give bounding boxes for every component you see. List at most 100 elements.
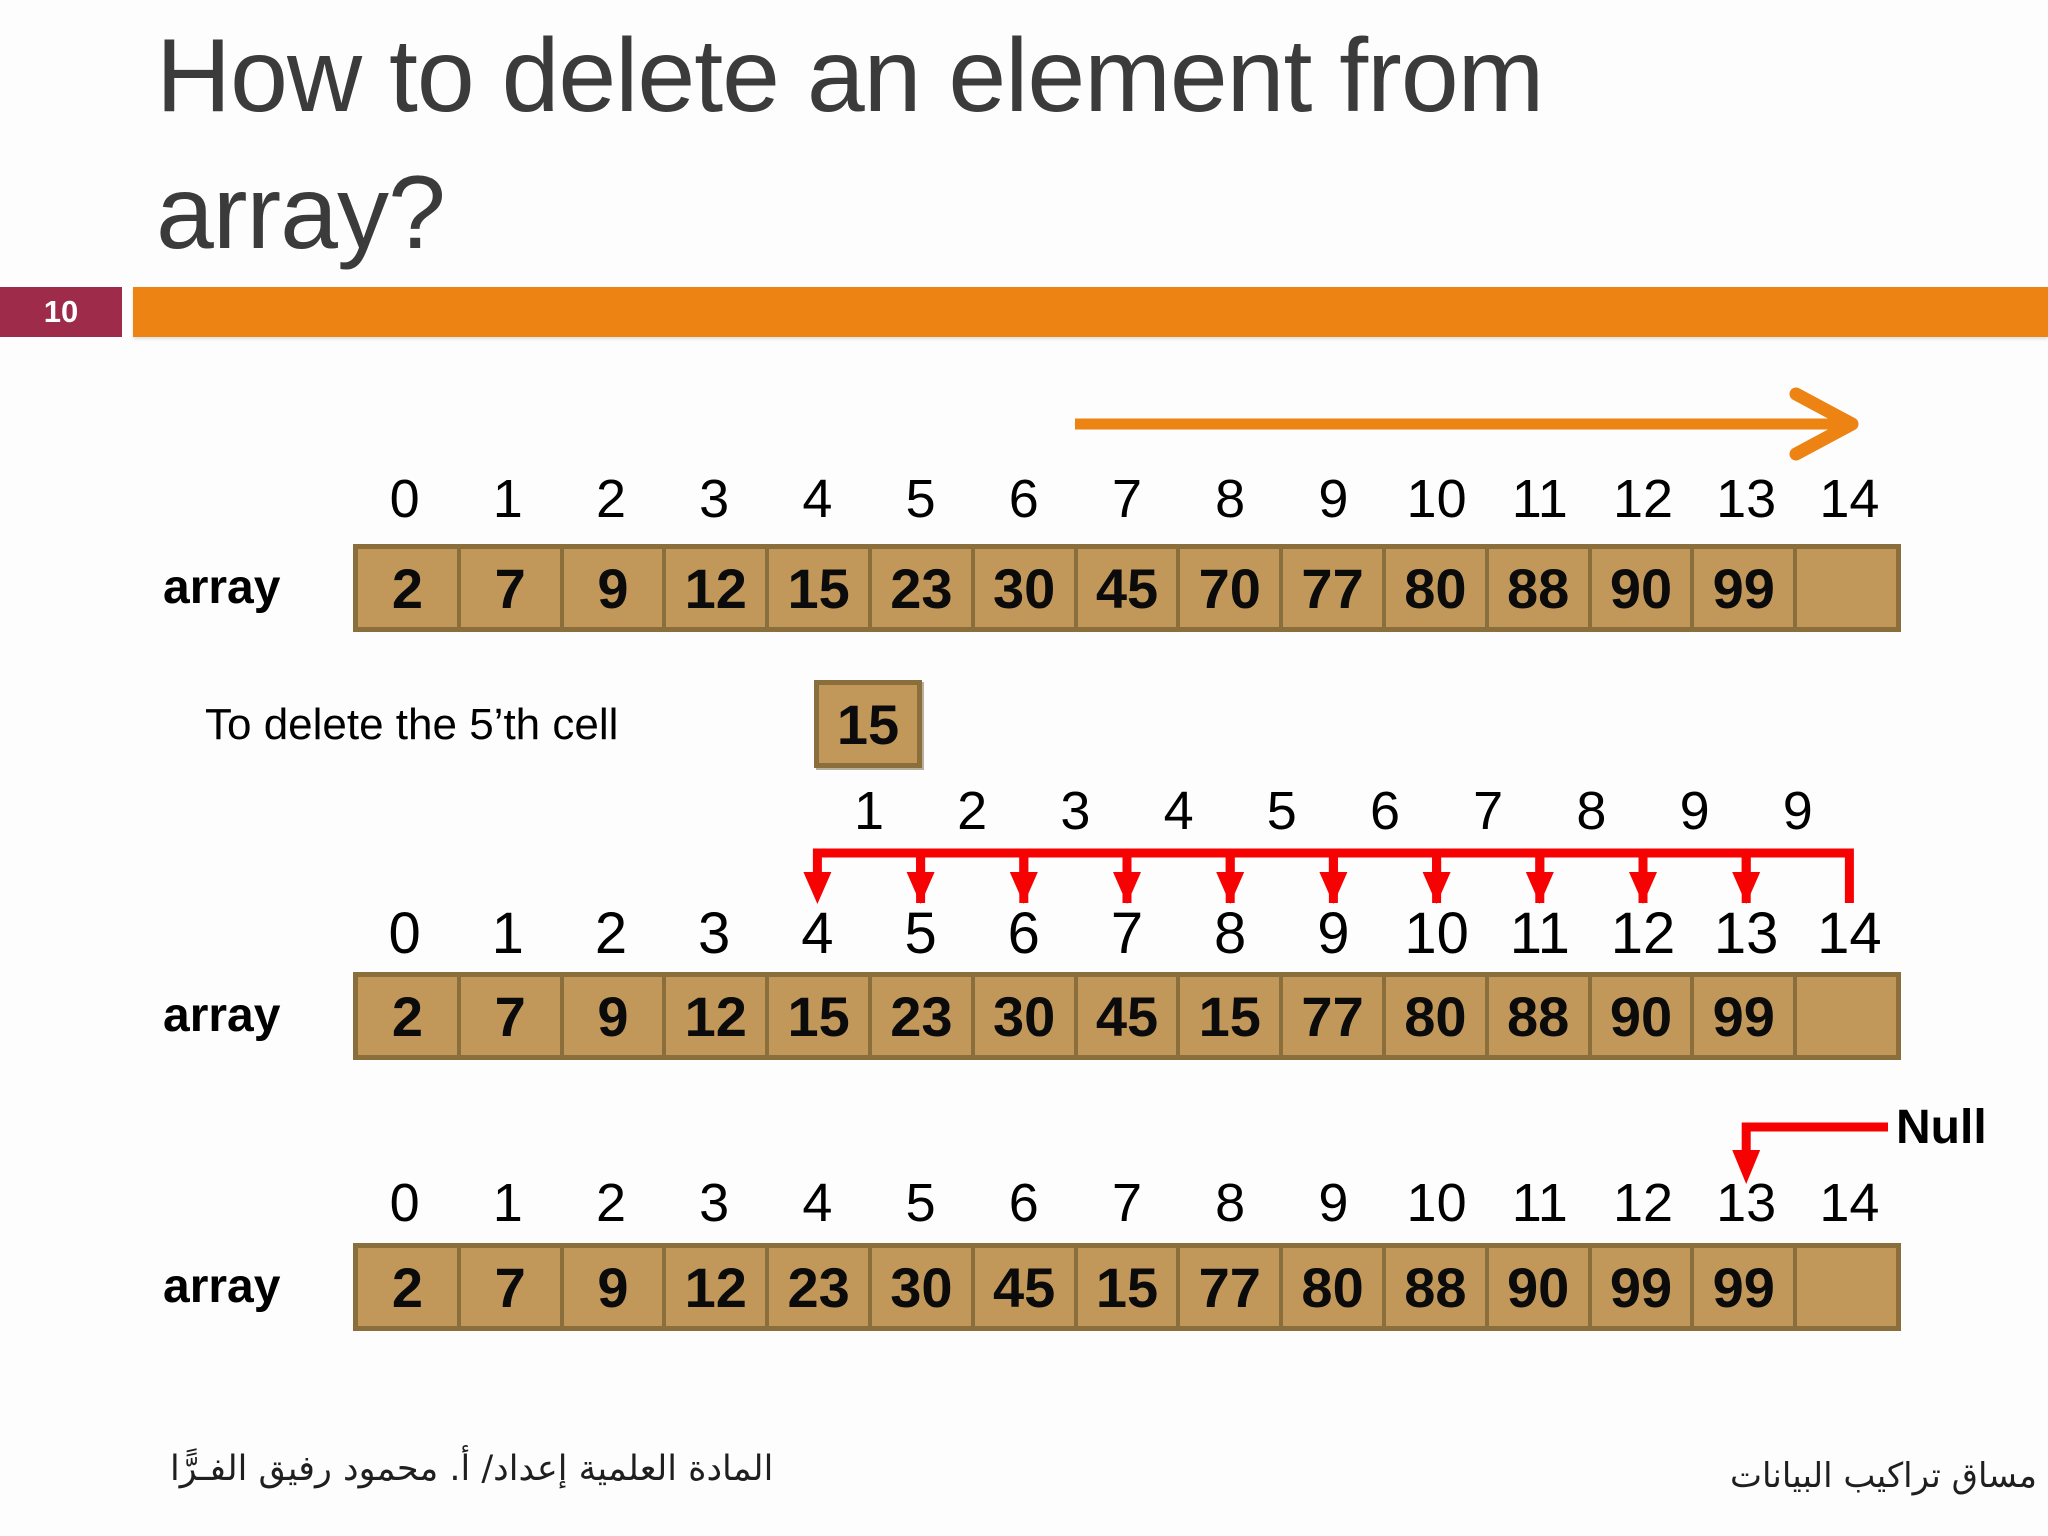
- index-label: 2: [595, 469, 627, 529]
- index-label: 12: [1612, 469, 1674, 529]
- index-label: 8: [1215, 469, 1246, 529]
- index-label: 11: [1511, 1173, 1568, 1233]
- shift-arrow: [1328, 848, 1442, 903]
- index-label: 9: [1318, 469, 1349, 529]
- array-label-1: array: [163, 561, 281, 614]
- shift-step-label: 8: [1576, 781, 1607, 841]
- index-label: 7: [1110, 901, 1144, 966]
- index-label: 8: [1215, 1173, 1246, 1233]
- array-cell: 30: [872, 1248, 975, 1326]
- array-cell: 77: [1180, 1248, 1284, 1326]
- array-cell: 80: [1283, 1248, 1386, 1326]
- index-label: 7: [1111, 1173, 1143, 1233]
- index-row-3: 0 1 2 3 4 5 6 7 8 9 10 11 12 13 14: [0, 1172, 2048, 1236]
- index-label: 10: [1406, 1173, 1467, 1233]
- shift-arrowhead-icon: [1732, 872, 1761, 904]
- index-label: 1: [491, 901, 524, 966]
- delete-caption: To delete the 5’th cell: [205, 700, 619, 749]
- index-label: 14: [1819, 1173, 1880, 1233]
- array-cell: 90: [1489, 1248, 1592, 1326]
- page-number-badge: 10: [0, 287, 122, 337]
- array-cell: 9: [564, 1248, 667, 1326]
- index-label: 13: [1716, 1173, 1777, 1233]
- array-cell: 23: [872, 977, 975, 1055]
- shift-arrowhead-icon: [1525, 872, 1554, 904]
- array-cell: 99: [1694, 549, 1798, 627]
- shift-arrowhead-icon: [1216, 872, 1245, 904]
- null-label: Null: [1896, 1101, 1987, 1154]
- array-cell: 9: [564, 977, 667, 1055]
- array-row-3: 2 7 9 12 23 30 45 15 77 80 88 90 99 99: [353, 1243, 1901, 1331]
- index-label: 5: [905, 469, 936, 529]
- index-label: 0: [388, 901, 421, 966]
- index-row-2: 0 1 2 3 4 5 6 7 8 9 10 11 12 13 14: [0, 900, 2048, 966]
- shift-arrow: [1638, 848, 1751, 903]
- shift-arrow: [1432, 848, 1545, 903]
- index-label: 8: [1214, 901, 1247, 966]
- index-label: 11: [1509, 901, 1570, 966]
- index-label: 3: [699, 1173, 730, 1233]
- shift-arrow: [1122, 848, 1235, 903]
- array-cell: 45: [975, 1248, 1078, 1326]
- index-label: 9: [1317, 901, 1350, 966]
- array-cell: 2: [358, 1248, 461, 1326]
- footer-credit: المادة العلمية إعداد/ أ. محمود رفيق الفـ…: [170, 1449, 774, 1489]
- shift-arrowhead-icon: [1629, 872, 1657, 904]
- index-label: 13: [1713, 901, 1779, 966]
- shift-step-label: 9: [1782, 781, 1813, 841]
- array-cell: 99: [1694, 977, 1798, 1055]
- index-label: 14: [1817, 901, 1882, 966]
- array-row-1: 2 7 9 12 15 23 30 45 70 77 80 88 90 99: [353, 544, 1901, 632]
- shift-arrow: [916, 848, 1029, 903]
- shift-arrowhead-icon: [1113, 872, 1141, 904]
- array-cell: 90: [1592, 977, 1695, 1055]
- orange-arrowhead-icon: [1789, 387, 1859, 461]
- index-label: 6: [1007, 901, 1040, 966]
- index-label: 7: [1111, 469, 1143, 529]
- null-arrowhead-icon: [1732, 1150, 1761, 1184]
- array-cell-empty: [1797, 1248, 1896, 1326]
- index-label: 3: [698, 901, 731, 966]
- shift-arrow: [1741, 848, 1854, 903]
- array-cell-empty: [1797, 549, 1896, 627]
- array-cell-empty: [1797, 977, 1896, 1055]
- array-cell: 88: [1489, 977, 1592, 1055]
- array-cell: 45: [1078, 977, 1181, 1055]
- index-label: 5: [904, 901, 937, 966]
- index-label: 1: [492, 469, 523, 529]
- shift-arrow: [1535, 848, 1648, 903]
- index-label: 4: [801, 901, 834, 966]
- index-label: 14: [1819, 469, 1880, 529]
- accent-bar: [133, 287, 2048, 337]
- index-label: 10: [1404, 901, 1469, 966]
- shift-step-label: 2: [957, 781, 988, 841]
- array-cell: 7: [461, 549, 564, 627]
- shift-step-label: 1: [853, 781, 885, 841]
- shift-step-label: 7: [1473, 781, 1504, 841]
- array-cell: 9: [564, 549, 667, 627]
- array-row-2: 2 7 9 12 15 23 30 45 15 77 80 88 90 99: [353, 972, 1901, 1060]
- array-cell: 77: [1283, 977, 1386, 1055]
- array-cell: 99: [1694, 1248, 1798, 1326]
- shift-arrow: [1019, 848, 1132, 903]
- array-cell: 99: [1592, 1248, 1695, 1326]
- array-cell: 80: [1386, 977, 1489, 1055]
- index-label: 4: [802, 469, 833, 529]
- index-label: 0: [389, 1173, 420, 1233]
- shift-step-labels: 1 2 3 4 5 6 7 8 9 9: [0, 780, 2048, 841]
- array-cell: 23: [769, 1248, 872, 1326]
- null-arrow: [1741, 1122, 1888, 1152]
- array-cell: 30: [975, 977, 1078, 1055]
- array-cell: 45: [1078, 549, 1181, 627]
- shift-step-label: 9: [1679, 781, 1710, 841]
- array-cell: 90: [1592, 549, 1695, 627]
- array-cell: 7: [461, 1248, 564, 1326]
- page-title: How to delete an element from array?: [156, 18, 1544, 272]
- array-cell: 70: [1180, 549, 1284, 627]
- shift-step-label: 6: [1369, 781, 1401, 841]
- shift-arrow: [812, 848, 926, 903]
- shift-step-label: 3: [1060, 781, 1091, 841]
- index-label: 5: [905, 1173, 936, 1233]
- array-cell: 80: [1386, 549, 1489, 627]
